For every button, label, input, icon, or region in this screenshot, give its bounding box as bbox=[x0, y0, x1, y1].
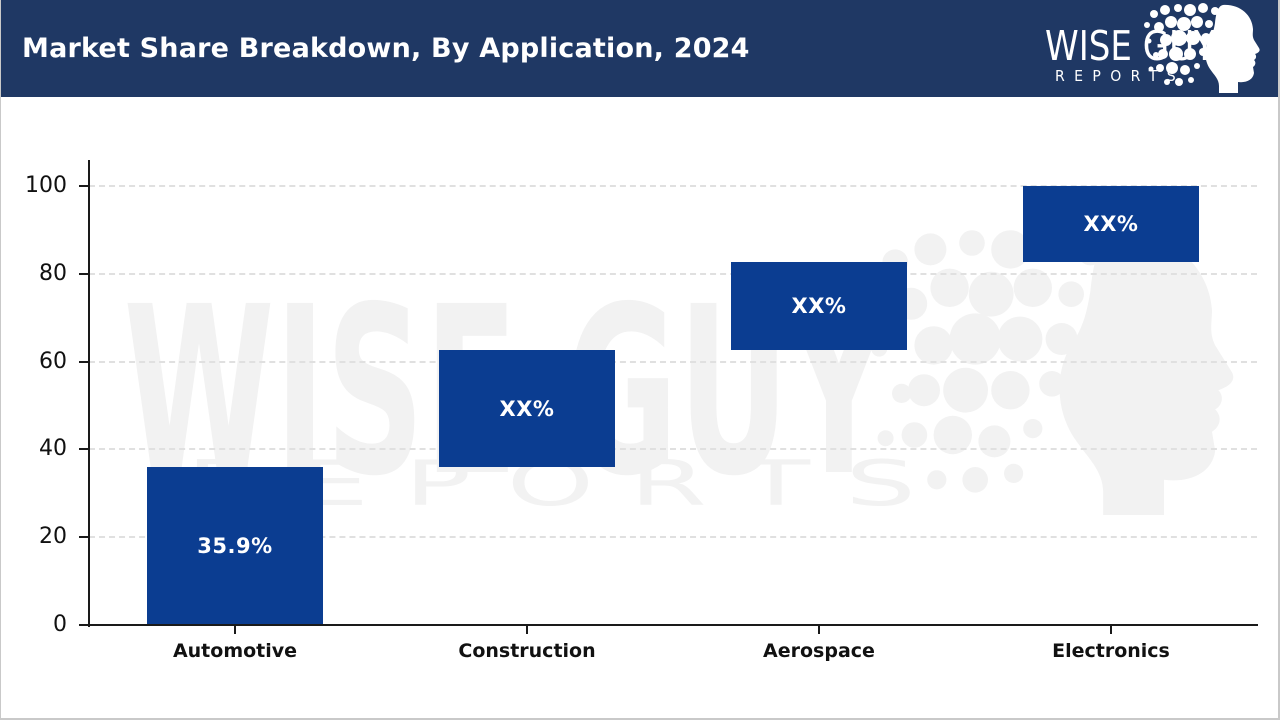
logo-wordmark: WISE GUY bbox=[1045, 22, 1216, 70]
x-axis-category-label: Automotive bbox=[172, 640, 298, 662]
y-tick-60 bbox=[79, 360, 88, 363]
gridline-100 bbox=[89, 185, 1257, 187]
gridline-60 bbox=[89, 360, 1257, 363]
gridline-80 bbox=[89, 272, 1257, 275]
y-axis-tick-label: 100 bbox=[25, 173, 67, 198]
bar-value-label-electronics: XX% bbox=[1083, 211, 1139, 236]
x-axis-spine bbox=[87, 624, 1258, 626]
bar-value-label-aerospace: XX% bbox=[791, 294, 847, 319]
y-axis-tick-label: 40 bbox=[39, 436, 67, 462]
chart-area: WISE GUY R E P O R T S 35.9% Automotive XX… bbox=[1, 97, 1278, 718]
bar-automotive: 35.9% bbox=[147, 467, 323, 625]
y-axis-tick-label: 60 bbox=[39, 348, 67, 374]
y-tick-0 bbox=[79, 624, 88, 626]
header-bar: Market Share Breakdown, By Application, … bbox=[1, 0, 1278, 97]
x-tick-construction bbox=[526, 625, 528, 634]
x-axis-category-label: Aerospace bbox=[763, 640, 875, 662]
bar-aerospace: XX% bbox=[731, 261, 907, 351]
y-axis-tick-label: 20 bbox=[39, 524, 67, 550]
x-axis-category-label: Electronics bbox=[1052, 640, 1170, 662]
y-axis-tick-label: 0 bbox=[53, 612, 67, 637]
gridline-20 bbox=[89, 536, 1257, 539]
chart-title: Market Share Breakdown, By Application, … bbox=[22, 33, 750, 64]
y-axis-tick-label: 80 bbox=[39, 260, 67, 286]
plot: 35.9% Automotive XX% Construction XX% Aerospa… bbox=[1, 97, 1278, 718]
x-tick-aerospace bbox=[818, 625, 820, 634]
y-tick-80 bbox=[79, 272, 88, 275]
bar-value-label-construction: XX% bbox=[499, 396, 555, 421]
x-tick-automotive bbox=[234, 625, 236, 634]
bar-electronics: XX% bbox=[1023, 186, 1199, 262]
wise-guy-reports-logo: WISE GUY REPORTS bbox=[1045, 3, 1260, 93]
x-tick-electronics bbox=[1110, 625, 1112, 634]
bar-value-label-automotive: 35.9% bbox=[197, 534, 273, 559]
bar-construction: XX% bbox=[439, 350, 615, 468]
y-axis-spine bbox=[88, 160, 90, 627]
logo-subtitle: REPORTS bbox=[1055, 67, 1185, 85]
x-axis-category-label: Construction bbox=[458, 640, 596, 662]
y-tick-100 bbox=[79, 185, 88, 187]
y-tick-40 bbox=[79, 448, 88, 451]
gridline-40 bbox=[89, 448, 1257, 451]
y-tick-20 bbox=[79, 536, 88, 539]
